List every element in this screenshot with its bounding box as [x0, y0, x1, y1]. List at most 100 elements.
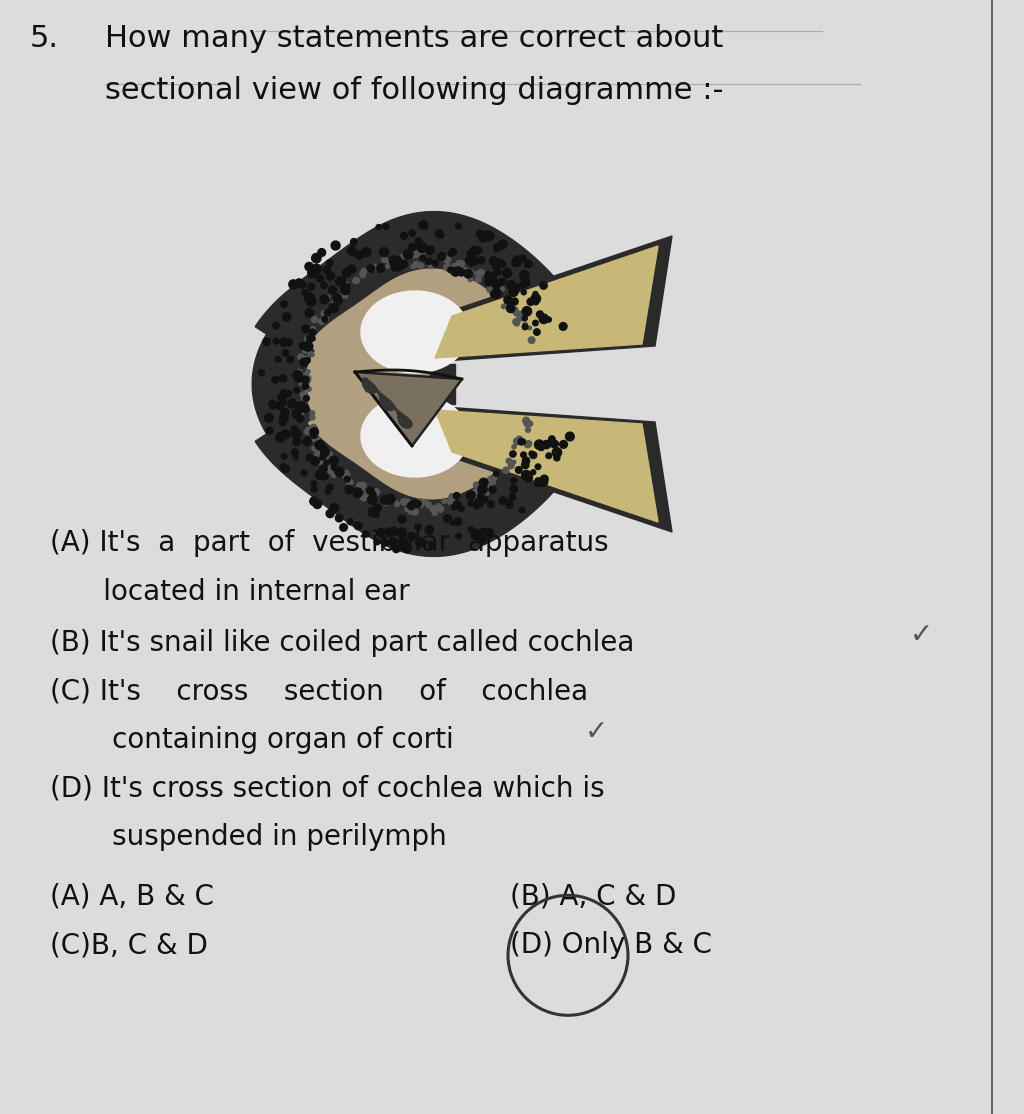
- Circle shape: [506, 501, 513, 508]
- Circle shape: [391, 263, 399, 271]
- Circle shape: [443, 264, 451, 271]
- Circle shape: [501, 278, 506, 284]
- Circle shape: [468, 527, 474, 532]
- Circle shape: [519, 271, 529, 280]
- Circle shape: [503, 467, 509, 473]
- Polygon shape: [430, 364, 455, 404]
- Polygon shape: [430, 405, 672, 532]
- Circle shape: [382, 499, 389, 506]
- Text: (A) It's  a  part  of  vestibular  apparatus: (A) It's a part of vestibular apparatus: [50, 529, 608, 557]
- Circle shape: [425, 526, 434, 534]
- Circle shape: [347, 265, 356, 273]
- Circle shape: [524, 441, 531, 448]
- Circle shape: [449, 494, 455, 499]
- Circle shape: [365, 495, 371, 500]
- Circle shape: [367, 268, 371, 272]
- Circle shape: [485, 272, 493, 280]
- Circle shape: [293, 455, 298, 459]
- Circle shape: [429, 543, 435, 548]
- Circle shape: [475, 271, 482, 277]
- Circle shape: [283, 350, 289, 356]
- Circle shape: [386, 402, 394, 411]
- Circle shape: [411, 252, 417, 257]
- Circle shape: [403, 250, 413, 260]
- Circle shape: [450, 248, 457, 255]
- Circle shape: [482, 497, 488, 502]
- Text: (B) It's snail like coiled part called cochlea: (B) It's snail like coiled part called c…: [50, 629, 635, 657]
- Circle shape: [374, 539, 380, 545]
- Circle shape: [489, 256, 498, 265]
- Circle shape: [302, 290, 308, 296]
- Circle shape: [510, 451, 516, 457]
- Circle shape: [473, 482, 480, 488]
- Circle shape: [535, 478, 542, 485]
- Circle shape: [493, 263, 500, 271]
- Circle shape: [516, 436, 522, 442]
- Circle shape: [535, 480, 541, 487]
- Circle shape: [343, 268, 351, 277]
- Text: located in internal ear: located in internal ear: [50, 577, 410, 606]
- Circle shape: [404, 507, 409, 511]
- Circle shape: [330, 504, 339, 512]
- Circle shape: [543, 440, 551, 449]
- Circle shape: [546, 453, 552, 459]
- Circle shape: [499, 241, 507, 248]
- Circle shape: [442, 255, 449, 262]
- Circle shape: [532, 320, 539, 325]
- Text: (D) Only B & C: (D) Only B & C: [510, 931, 712, 959]
- Circle shape: [281, 409, 289, 417]
- Circle shape: [318, 319, 325, 324]
- Circle shape: [301, 377, 309, 383]
- Circle shape: [335, 515, 343, 521]
- Circle shape: [356, 482, 364, 489]
- Circle shape: [310, 424, 316, 431]
- Circle shape: [367, 489, 373, 496]
- Circle shape: [370, 491, 376, 498]
- Circle shape: [306, 370, 310, 373]
- Circle shape: [305, 375, 311, 381]
- Text: suspended in perilymph: suspended in perilymph: [50, 823, 446, 851]
- Circle shape: [368, 507, 377, 517]
- Circle shape: [498, 278, 504, 285]
- Circle shape: [329, 303, 338, 313]
- Circle shape: [258, 370, 264, 377]
- Circle shape: [477, 490, 483, 497]
- Circle shape: [438, 233, 444, 238]
- Circle shape: [381, 539, 388, 546]
- Circle shape: [400, 418, 411, 428]
- Circle shape: [412, 504, 417, 509]
- Circle shape: [292, 429, 301, 439]
- Circle shape: [324, 460, 329, 466]
- Circle shape: [376, 225, 381, 229]
- Circle shape: [311, 486, 317, 492]
- Text: containing organ of corti: containing organ of corti: [50, 726, 454, 754]
- Circle shape: [476, 490, 480, 495]
- Circle shape: [296, 405, 301, 411]
- Circle shape: [451, 499, 456, 504]
- Circle shape: [417, 242, 425, 250]
- Circle shape: [445, 256, 451, 262]
- Circle shape: [454, 500, 461, 509]
- Circle shape: [409, 229, 416, 236]
- Circle shape: [522, 306, 531, 316]
- Polygon shape: [435, 246, 658, 358]
- Circle shape: [468, 250, 474, 256]
- Circle shape: [347, 246, 356, 255]
- Circle shape: [514, 321, 519, 326]
- Circle shape: [456, 266, 461, 272]
- Circle shape: [353, 277, 359, 283]
- Circle shape: [435, 229, 443, 237]
- Circle shape: [565, 432, 574, 441]
- Circle shape: [327, 295, 330, 300]
- Circle shape: [514, 310, 520, 316]
- Text: ✓: ✓: [585, 719, 608, 746]
- Circle shape: [452, 263, 457, 268]
- Circle shape: [457, 261, 462, 266]
- Circle shape: [323, 266, 331, 274]
- Circle shape: [310, 411, 314, 416]
- Circle shape: [302, 405, 308, 412]
- Circle shape: [485, 528, 494, 537]
- Text: (A) A, B & C: (A) A, B & C: [50, 882, 214, 911]
- Circle shape: [534, 329, 540, 335]
- Circle shape: [335, 468, 344, 477]
